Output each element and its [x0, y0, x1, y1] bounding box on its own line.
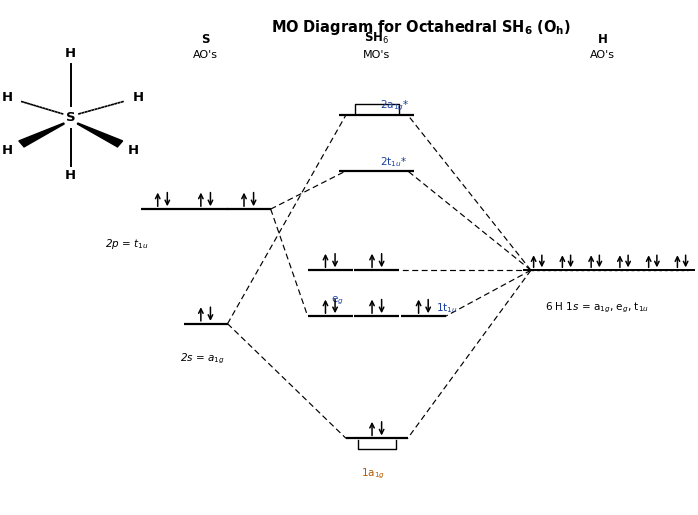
- Text: AO's: AO's: [193, 50, 218, 60]
- Text: H: H: [2, 144, 13, 157]
- Text: AO's: AO's: [591, 50, 615, 60]
- Text: 2a$_{1g}$*: 2a$_{1g}$*: [380, 98, 410, 113]
- Text: $\mathbf{MO\ Diagram\ for\ Octahedral\ SH_6\ (}$$\mathit{\mathbf{O}}_{\mathbf{h}: $\mathbf{MO\ Diagram\ for\ Octahedral\ S…: [272, 18, 571, 37]
- Text: MO's: MO's: [363, 50, 390, 60]
- Text: 2$s$ = a$_{1g}$: 2$s$ = a$_{1g}$: [180, 352, 225, 366]
- Text: H: H: [2, 91, 13, 104]
- Text: S: S: [202, 33, 210, 46]
- Text: SH$_6$: SH$_6$: [364, 31, 389, 46]
- Text: H: H: [65, 47, 76, 60]
- Text: 1t$_{1u}$: 1t$_{1u}$: [436, 301, 457, 315]
- Text: 2t$_{1u}$*: 2t$_{1u}$*: [380, 155, 408, 169]
- Text: H: H: [65, 169, 76, 182]
- Text: 2$p$ = t$_{1u}$: 2$p$ = t$_{1u}$: [105, 237, 149, 251]
- Text: H: H: [598, 33, 608, 46]
- Polygon shape: [19, 123, 64, 147]
- Text: H: H: [133, 91, 143, 104]
- Text: H: H: [128, 144, 140, 157]
- Text: 6 H 1$s$ = a$_{1g}$, e$_g$, t$_{1u}$: 6 H 1$s$ = a$_{1g}$, e$_g$, t$_{1u}$: [544, 301, 648, 315]
- Polygon shape: [77, 123, 123, 147]
- Text: e$_g$: e$_g$: [331, 295, 343, 307]
- Text: S: S: [66, 111, 75, 124]
- Text: 1a$_{1g}$: 1a$_{1g}$: [362, 467, 385, 481]
